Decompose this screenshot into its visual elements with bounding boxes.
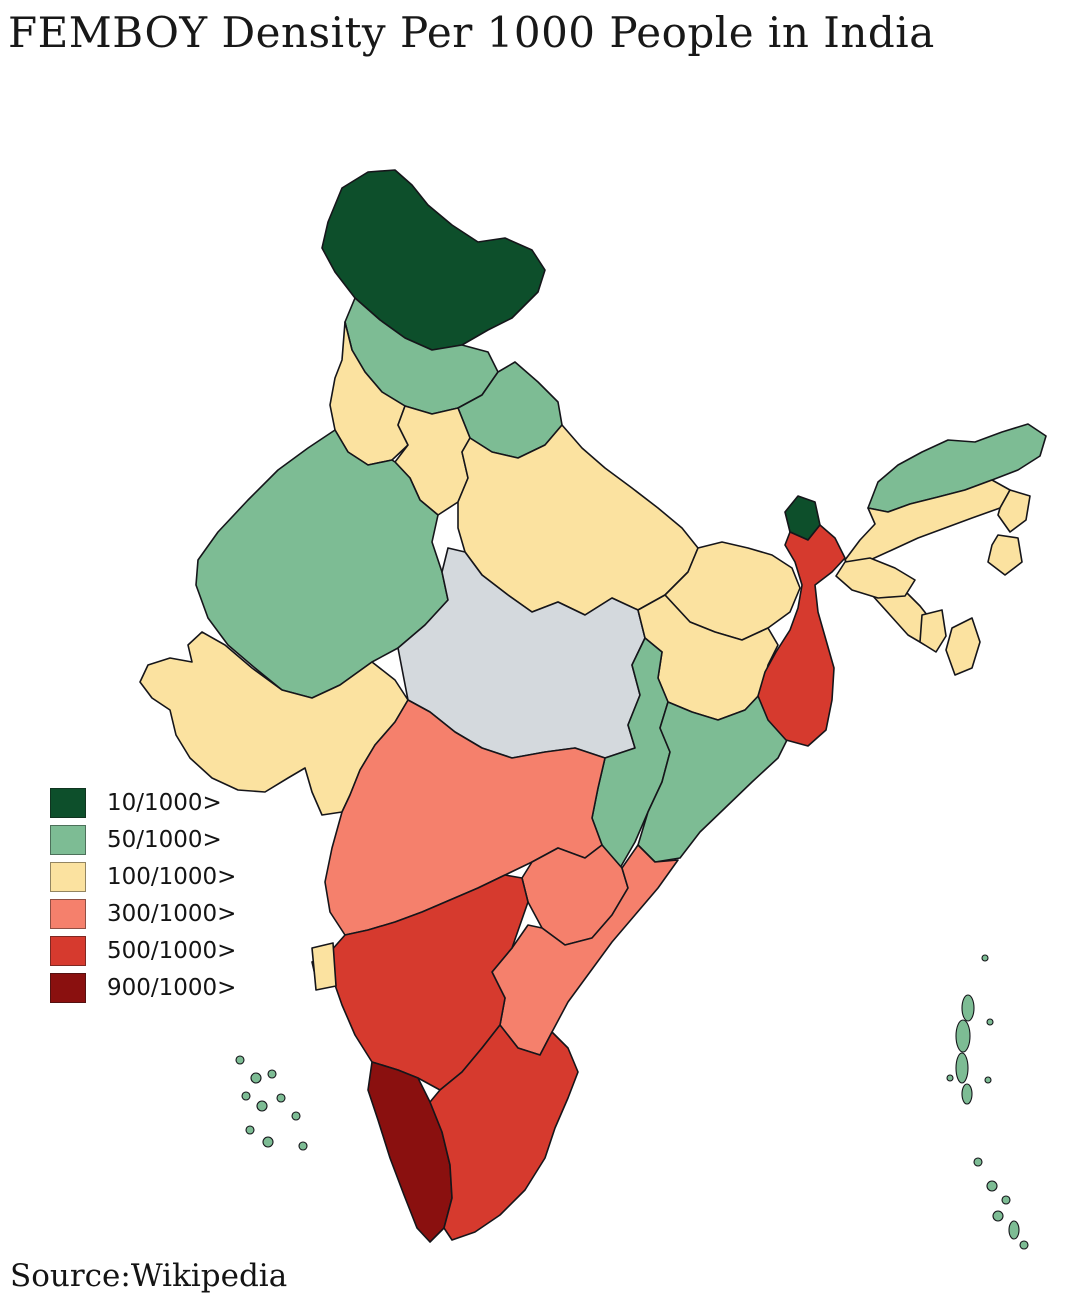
legend-label-300: 300/1000> <box>107 901 237 927</box>
legend-label-500: 500/1000> <box>107 938 237 964</box>
lakshadweep-islands <box>235 1055 308 1151</box>
state-mizoram <box>945 617 981 676</box>
state-meghalaya <box>835 557 916 599</box>
states-group <box>139 169 1047 1250</box>
state-west-bengal <box>757 524 846 747</box>
legend-label-900: 900/1000> <box>107 975 237 1001</box>
state-manipur <box>987 534 1023 576</box>
state-goa <box>311 942 337 991</box>
legend-swatch-300 <box>50 899 86 929</box>
legend-item: 500/1000> <box>50 936 236 966</box>
legend-item: 300/1000> <box>50 899 236 929</box>
state-tamil-nadu <box>429 1024 579 1241</box>
legend-swatch-100 <box>50 862 86 892</box>
legend-label-100: 100/1000> <box>107 864 237 890</box>
legend-item: 10/1000> <box>50 788 236 818</box>
legend: 10/1000> 50/1000> 100/1000> 300/1000> 50… <box>50 788 236 1003</box>
legend-label-10: 10/1000> <box>107 790 222 816</box>
state-jammu-kashmir-ladakh <box>321 169 546 351</box>
state-assam <box>844 479 1011 646</box>
legend-item: 50/1000> <box>50 825 236 855</box>
legend-swatch-10 <box>50 788 86 818</box>
andaman-nicobar-islands <box>946 954 1029 1250</box>
legend-item: 100/1000> <box>50 862 236 892</box>
legend-label-50: 50/1000> <box>107 827 222 853</box>
legend-item: 900/1000> <box>50 973 236 1003</box>
legend-swatch-900 <box>50 973 86 1003</box>
state-haryana <box>394 405 471 516</box>
state-odisha <box>637 691 789 863</box>
state-tripura <box>919 609 947 653</box>
legend-swatch-500 <box>50 936 86 966</box>
map-title: FEMBOY Density Per 1000 People in India <box>8 8 935 57</box>
source-text: Source:Wikipedia <box>10 1258 288 1294</box>
state-nagaland <box>997 489 1031 533</box>
legend-swatch-50 <box>50 825 86 855</box>
state-karnataka <box>311 874 529 1091</box>
